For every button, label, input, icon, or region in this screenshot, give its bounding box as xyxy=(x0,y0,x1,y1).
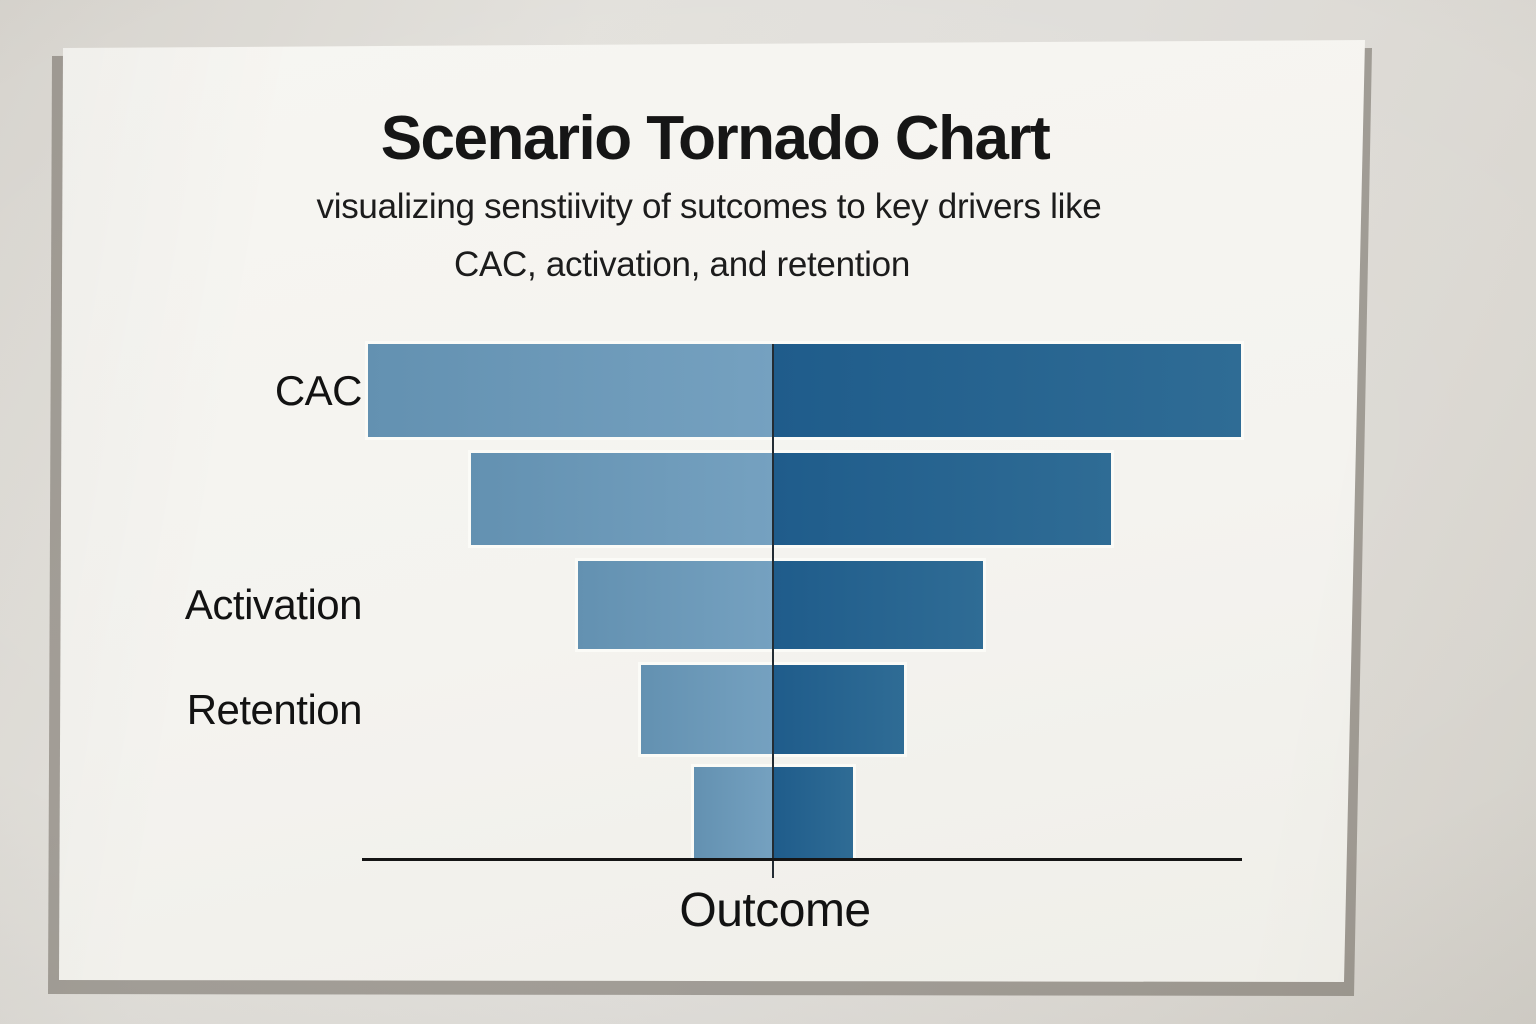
row-label-retention: Retention xyxy=(186,685,363,733)
chart-center-reference-line xyxy=(772,344,774,878)
bar-low-segment xyxy=(694,767,773,858)
tornado-bar-unlabeled-4 xyxy=(694,767,853,858)
chart-subtitle-line1: visualizing senstiivity of sutcomes to k… xyxy=(316,187,1102,226)
x-axis-baseline xyxy=(362,858,1242,861)
bar-low-segment xyxy=(641,665,773,754)
bar-high-segment xyxy=(773,561,983,649)
bar-low-segment xyxy=(578,561,773,649)
chart-subtitle-line2: CAC, activation, and retention xyxy=(454,245,910,284)
bar-high-segment xyxy=(773,767,853,858)
bar-low-segment xyxy=(471,453,773,545)
row-label-activation: Activation xyxy=(184,581,363,628)
tornado-bar-retention xyxy=(641,665,904,754)
chart-title: Scenario Tornado Chart xyxy=(380,104,1051,173)
tornado-bar-unlabeled-1 xyxy=(471,453,1111,545)
bar-high-segment xyxy=(773,453,1111,545)
x-axis-label: Outcome xyxy=(679,884,871,937)
bar-high-segment xyxy=(773,344,1241,437)
row-label-cac: CAC xyxy=(274,366,363,414)
bar-low-segment xyxy=(368,344,773,437)
tornado-bar-activation xyxy=(578,561,983,649)
bar-high-segment xyxy=(773,665,904,754)
tornado-bar-cac xyxy=(368,344,1241,437)
